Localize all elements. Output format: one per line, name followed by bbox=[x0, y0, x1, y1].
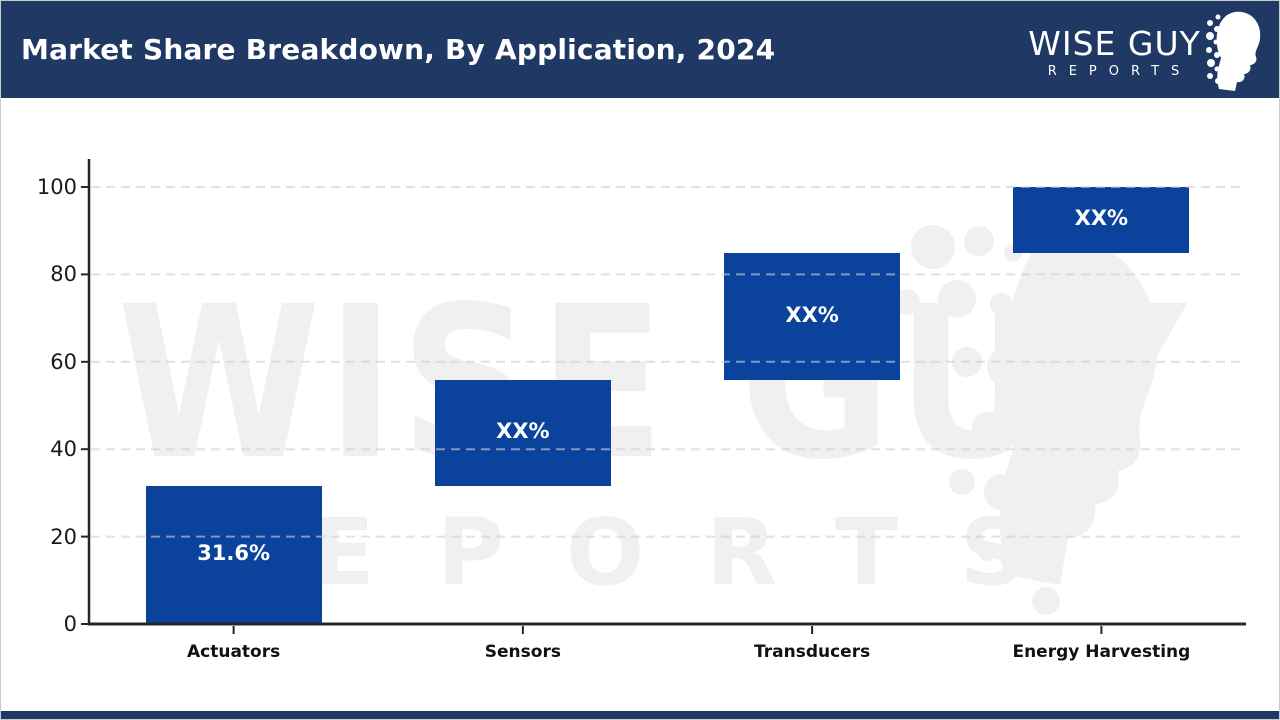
logo-wordmark-line1: WISE GUY bbox=[1028, 24, 1201, 63]
x-axis-label: Sensors bbox=[484, 642, 561, 662]
bar-value-label: 31.6% bbox=[197, 540, 271, 565]
bar-sensors: XX% bbox=[434, 380, 611, 486]
logo-wordmark-line2: REPORTS bbox=[1047, 63, 1192, 79]
footer-bar bbox=[1, 711, 1279, 719]
bar-value-label: XX% bbox=[1074, 205, 1129, 230]
y-tick-label: 80 bbox=[50, 262, 77, 287]
y-tick-label: 100 bbox=[36, 175, 77, 199]
bar-actuators: 31.6% bbox=[145, 485, 322, 624]
bar-energy-harvesting: XX% bbox=[1013, 187, 1190, 253]
y-tick-label: 60 bbox=[50, 349, 77, 374]
wiseguy-logo: WISE GUY REPORTS bbox=[1027, 9, 1267, 93]
logo-face-icon bbox=[1206, 11, 1261, 91]
y-tick-label: 40 bbox=[50, 437, 77, 462]
bar-value-label: XX% bbox=[496, 419, 550, 444]
chart-title: Market Share Breakdown, By Application, … bbox=[21, 33, 776, 66]
y-tick-label: 20 bbox=[50, 524, 77, 549]
x-axis-label: Transducers bbox=[754, 642, 871, 662]
bar-value-label: XX% bbox=[785, 302, 839, 327]
x-axis-label: Actuators bbox=[187, 642, 281, 662]
logo-wordmark: WISE GUY REPORTS bbox=[1027, 24, 1202, 79]
x-axis-label: Energy Harvesting bbox=[1012, 642, 1191, 662]
y-tick-label: 0 bbox=[63, 612, 77, 636]
header-bar: Market Share Breakdown, By Application, … bbox=[1, 1, 1279, 98]
